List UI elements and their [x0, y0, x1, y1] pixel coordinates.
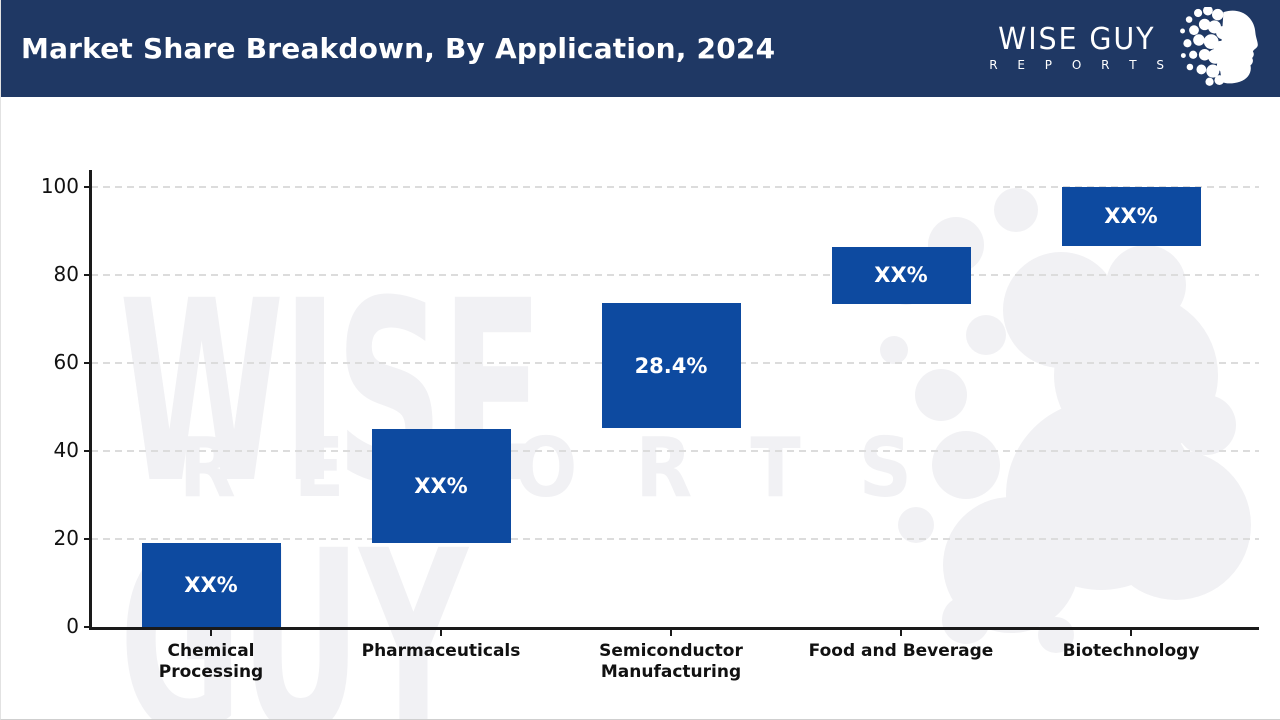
gridline-100: [91, 186, 1259, 188]
x-axis-tick: [210, 629, 212, 636]
gridline-20: [91, 538, 1259, 540]
x-axis-category-label: Chemical Processing: [158, 641, 264, 682]
x-axis-category-label: Food and Beverage: [808, 641, 994, 661]
bar-value-label: XX%: [414, 474, 468, 499]
chart-title: Market Share Breakdown, By Application, …: [21, 32, 776, 65]
x-axis-tick: [1130, 629, 1132, 636]
bar-value-label: 28.4%: [634, 353, 708, 378]
watermark-head-icon: [880, 188, 1251, 653]
bar-value-label: XX%: [184, 573, 238, 598]
bar-semiconductor-manufacturing: 28.4%: [601, 303, 741, 429]
y-axis-tick-label: 80: [53, 262, 79, 286]
x-axis-line: [89, 627, 1259, 630]
y-axis-tick: [84, 362, 91, 364]
gridline-40: [91, 450, 1259, 452]
watermark-reports: R E P O R T S: [179, 421, 929, 516]
y-axis-tick: [84, 274, 91, 276]
header: Market Share Breakdown, By Application, …: [1, 0, 1280, 97]
bar-value-label: XX%: [1104, 204, 1158, 229]
y-axis-tick-label: 20: [53, 526, 79, 550]
y-axis-tick-label: 0: [66, 614, 79, 638]
x-axis-tick: [900, 629, 902, 636]
y-axis-tick: [84, 186, 91, 188]
bar-value-label: XX%: [874, 263, 928, 288]
x-axis-category-label: Biotechnology: [1062, 641, 1200, 661]
bar-chemical-processing: XX%: [141, 543, 281, 627]
x-axis-category-label: Semiconductor Manufacturing: [599, 641, 743, 682]
x-axis-category-label: Pharmaceuticals: [361, 641, 521, 661]
y-axis-tick: [84, 538, 91, 540]
logo-reports-label: R E P O R T S: [989, 58, 1172, 72]
bar-biotechnology: XX%: [1061, 187, 1201, 246]
y-axis-tick-label: 40: [53, 438, 79, 462]
bar-pharmaceuticals: XX%: [371, 429, 511, 544]
x-axis-tick: [670, 629, 672, 636]
logo-head-icon: [1180, 6, 1258, 86]
gridline-80: [91, 274, 1259, 276]
bar-food-and-beverage: XX%: [831, 246, 971, 304]
x-axis-tick: [440, 629, 442, 636]
y-axis-tick: [84, 450, 91, 452]
y-axis-tick: [84, 626, 91, 628]
y-axis-line: [89, 170, 92, 629]
y-axis-tick-label: 60: [53, 350, 79, 374]
y-axis-tick-label: 100: [40, 174, 79, 198]
logo-wordmark: WISE GUY: [997, 22, 1156, 57]
wiseguy-logo: WISE GUY R E P O R T S: [981, 6, 1266, 91]
